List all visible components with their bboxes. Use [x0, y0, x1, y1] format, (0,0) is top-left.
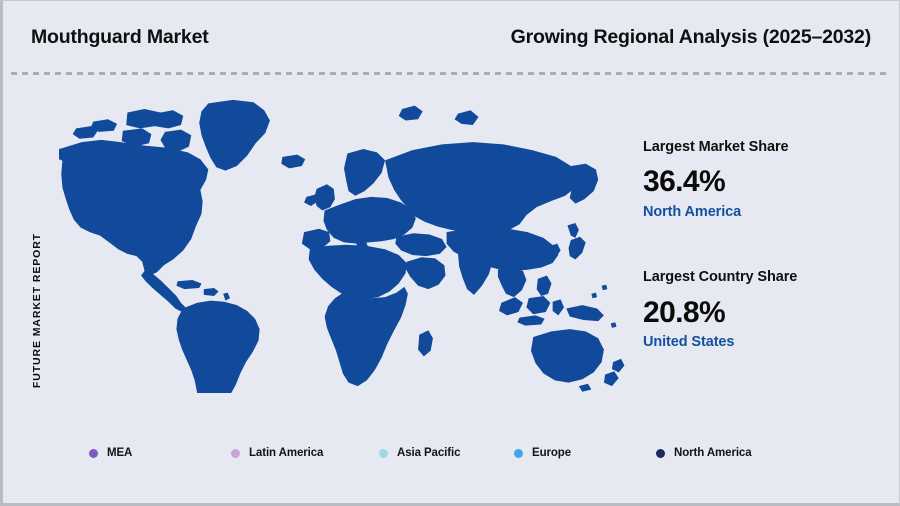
stat-block-market-share: Largest Market Share 36.4% North America	[643, 139, 883, 221]
brand-vertical-label: FUTURE MARKET REPORT	[31, 233, 43, 389]
stat-block-country-share: Largest Country Share 20.8% United State…	[643, 269, 883, 351]
legend-item-latin-america[interactable]: Latin America	[231, 447, 379, 459]
region-scandinavia	[344, 148, 386, 196]
region-arabia	[405, 257, 446, 290]
region-arctic-islet-a	[90, 119, 118, 132]
region-baffin	[160, 129, 192, 153]
region-java	[517, 315, 545, 326]
region-europe-mainland	[323, 196, 416, 244]
region-japan	[567, 223, 579, 238]
region-ireland	[304, 194, 318, 206]
region-japan-honshu	[568, 236, 586, 260]
region-russia-siberia	[385, 142, 579, 234]
legend-item-label: Europe	[532, 447, 572, 459]
stat-region: United States	[643, 334, 735, 351]
header-divider	[11, 72, 891, 75]
region-sub-saharan-africa	[324, 286, 408, 387]
map-landmasses	[59, 99, 625, 393]
legend-dot-icon	[379, 448, 388, 458]
stat-value: 36.4%	[643, 165, 726, 199]
region-pacific-islets-b	[591, 292, 598, 299]
legend-item-label: MEA	[107, 447, 133, 459]
legend: MEA Latin America Asia Pacific Europe No…	[89, 447, 789, 459]
stat-value: 20.8%	[643, 295, 726, 329]
legend-dot-icon	[89, 448, 98, 458]
region-caribbean-cuba	[176, 280, 202, 290]
stat-region: North America	[643, 203, 742, 220]
region-iberia	[301, 228, 331, 250]
region-tasmania	[578, 383, 592, 392]
region-arctic-islet-b	[72, 126, 98, 139]
stat-label: Largest Market Share	[643, 139, 789, 155]
region-victoria-island	[121, 128, 152, 147]
region-pacific-islets	[601, 284, 608, 291]
legend-item-north-america[interactable]: North America	[656, 447, 752, 459]
legend-item-label: Latin America	[249, 447, 324, 459]
region-caribbean-lesser	[223, 292, 230, 301]
region-far-east-russia	[569, 163, 599, 204]
world-map-svg	[59, 99, 625, 393]
page-title: Mouthguard Market	[31, 25, 209, 48]
region-central-america	[141, 270, 186, 312]
region-australia	[530, 329, 604, 383]
region-greenland	[199, 99, 270, 171]
region-east-asia	[446, 227, 559, 271]
legend-item-asia-pacific[interactable]: Asia Pacific	[379, 447, 514, 459]
legend-dot-icon	[231, 448, 240, 458]
region-south-america	[176, 300, 260, 393]
stat-label: Largest Country Share	[643, 269, 798, 286]
world-map	[59, 93, 629, 393]
legend-item-mea[interactable]: MEA	[89, 447, 231, 459]
region-alaska-tip	[59, 145, 82, 163]
legend-item-europe[interactable]: Europe	[514, 447, 656, 459]
region-sulawesi	[552, 299, 565, 316]
region-arctic-islands	[126, 109, 184, 129]
region-north-africa	[308, 244, 407, 300]
region-sumatra	[499, 297, 523, 316]
legend-dot-icon	[656, 448, 665, 458]
region-svalbard	[398, 105, 423, 121]
region-new-zealand-south	[603, 371, 619, 387]
legend-item-label: North America	[674, 447, 752, 459]
header-subtitle: Growing Regional Analysis (2025–2032)	[510, 25, 872, 48]
region-caribbean-hispaniola	[203, 288, 219, 297]
region-new-guinea	[566, 305, 604, 322]
region-british-isles	[314, 184, 335, 211]
region-pacific-islets-c	[610, 322, 617, 328]
header: Mouthguard Market Growing Regional Analy…	[3, 1, 899, 73]
region-korea	[550, 243, 561, 258]
region-borneo	[526, 296, 551, 315]
region-southeast-asia	[497, 267, 527, 298]
region-new-zealand-north	[611, 358, 625, 373]
region-novaya-zemlya	[454, 110, 479, 126]
stats-panel: Largest Market Share 36.4% North America…	[643, 139, 883, 352]
region-philippines	[536, 275, 552, 297]
legend-item-label: Asia Pacific	[397, 447, 461, 459]
region-north-america-mainland	[61, 139, 209, 276]
region-iceland	[281, 154, 306, 169]
region-middle-east	[395, 233, 447, 257]
legend-dot-icon	[514, 448, 523, 458]
region-madagascar	[418, 330, 433, 357]
